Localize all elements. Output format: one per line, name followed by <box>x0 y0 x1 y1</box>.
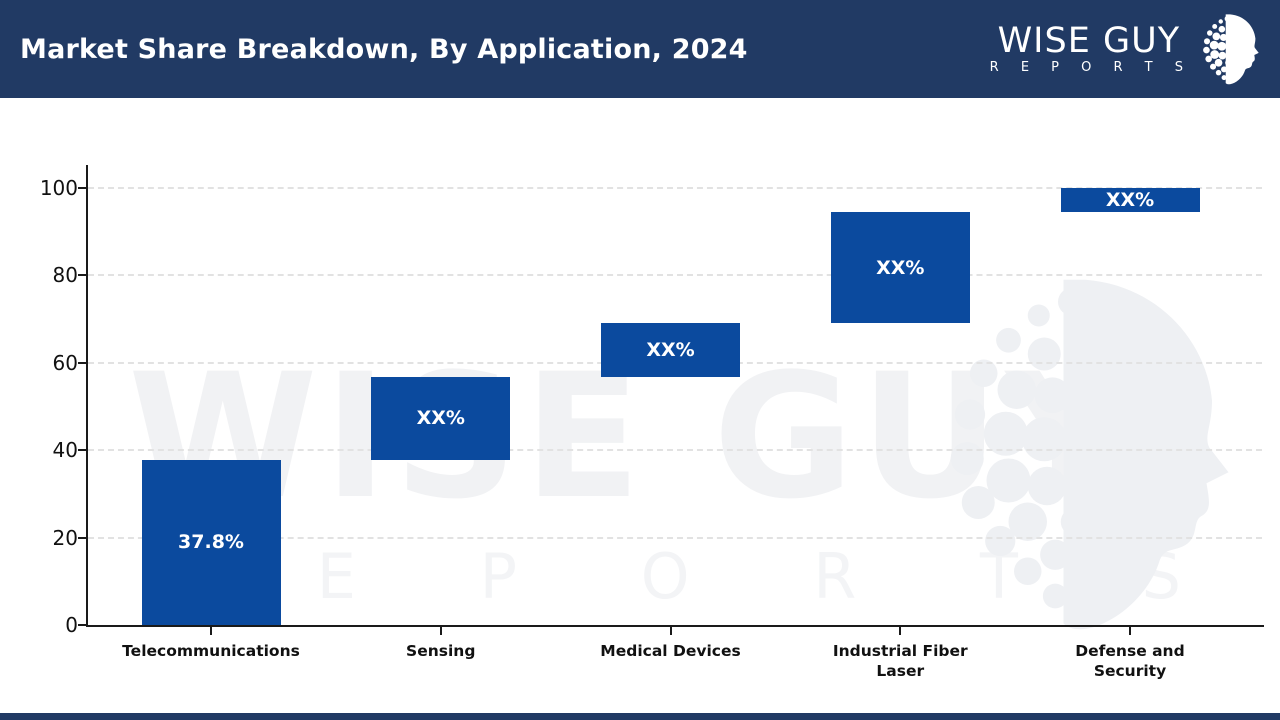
category-label-1: Sensing <box>406 642 476 660</box>
page-title: Market Share Breakdown, By Application, … <box>20 33 748 65</box>
bar-value-label: 37.8% <box>178 531 244 554</box>
y-tick-100 <box>78 187 86 189</box>
y-tick-40 <box>78 449 86 452</box>
y-tick-20 <box>78 536 86 539</box>
x-tick-1 <box>439 627 442 635</box>
y-tick-label-60: 60 <box>52 350 78 375</box>
brand-subname: R E P O R T S <box>989 59 1192 75</box>
x-tick-4 <box>1129 627 1131 635</box>
y-tick-label-80: 80 <box>52 263 78 288</box>
gridline-80 <box>88 274 1262 277</box>
x-tick-2 <box>669 627 672 635</box>
category-label-2: Medical Devices <box>600 642 741 660</box>
footer-bar <box>0 713 1280 720</box>
x-axis-line <box>86 625 1264 627</box>
bar-1: XX% <box>371 376 511 460</box>
x-tick-3 <box>899 627 902 635</box>
gridline-20 <box>88 536 1262 539</box>
brand-name: WISE GUY <box>997 20 1181 61</box>
y-tick-label-100: 100 <box>39 176 78 200</box>
brand-wordmark: WISE GUY R E P O R T S <box>986 20 1192 75</box>
bar-value-label: XX% <box>876 256 925 279</box>
brand-logo: WISE GUY R E P O R T S <box>986 12 1262 86</box>
bar-3: XX% <box>830 212 970 324</box>
bar-value-label: XX% <box>416 407 465 430</box>
header-bar: Market Share Breakdown, By Application, … <box>0 0 1280 98</box>
y-tick-0 <box>78 624 86 626</box>
y-axis-line <box>86 165 88 627</box>
category-label-4: Defense and Security <box>1075 642 1185 680</box>
y-tick-60 <box>78 361 86 364</box>
category-label-3: Industrial Fiber Laser <box>832 642 968 680</box>
y-tick-label-40: 40 <box>52 438 78 463</box>
chart-area: WISE GUY R E P O R T S 0 20 40 60 80 100 37.8%… <box>0 98 1280 713</box>
x-tick-0 <box>210 627 212 635</box>
bar-0: 37.8% <box>141 459 281 625</box>
bar-value-label: XX% <box>1105 189 1155 212</box>
category-label-0: Telecommunications <box>122 642 300 660</box>
y-tick-80 <box>78 274 86 277</box>
gridline-40 <box>88 449 1262 452</box>
y-tick-label-0: 0 <box>65 613 78 637</box>
bar-2: XX% <box>601 323 740 377</box>
brand-head-icon <box>1196 12 1262 86</box>
gridline-100 <box>88 187 1262 189</box>
y-tick-label-20: 20 <box>52 525 78 550</box>
bar-value-label: XX% <box>646 338 695 361</box>
bar-4: XX% <box>1060 188 1200 213</box>
